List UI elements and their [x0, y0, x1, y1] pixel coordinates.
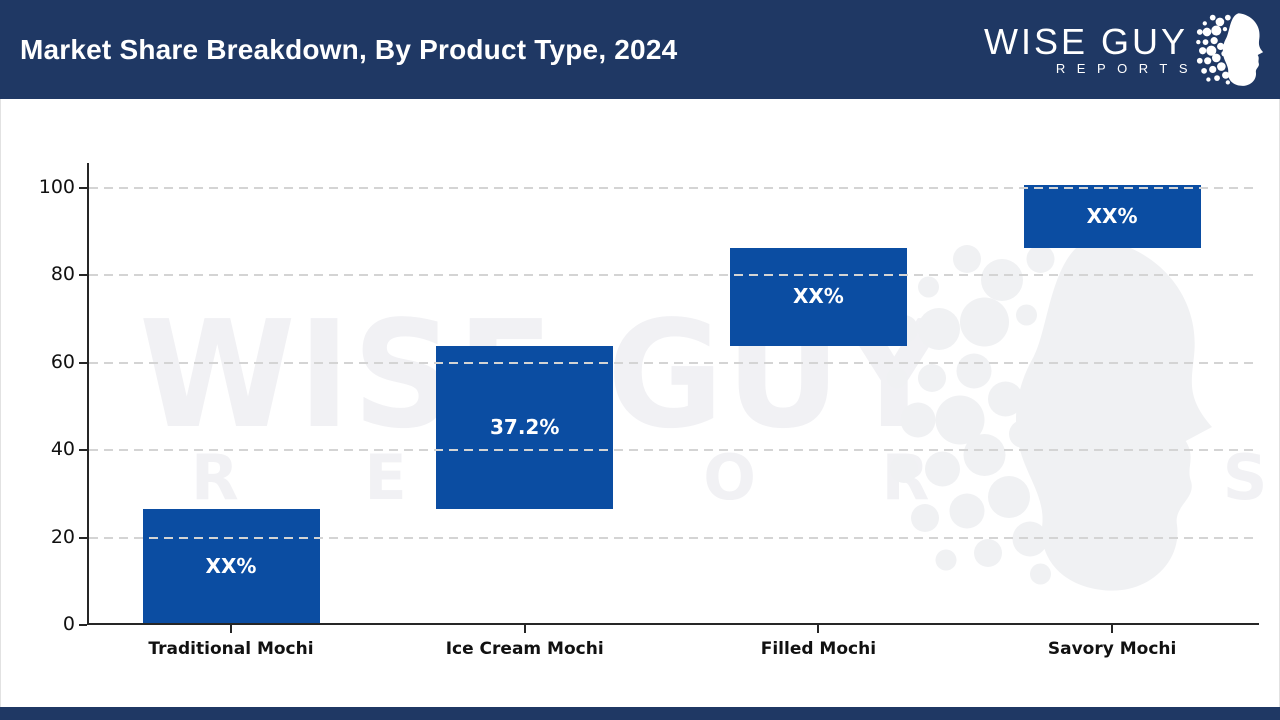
bar-traditional-mochi: [142, 509, 320, 625]
bar-value-label-filled-mochi: XX%: [792, 284, 844, 309]
page-title: Market Share Breakdown, By Product Type,…: [20, 33, 678, 65]
x-tick-mark-filled-mochi: [817, 625, 820, 633]
y-tick-mark-0: [79, 624, 87, 626]
y-tick-label-60: 60: [50, 350, 75, 373]
bar-value-label-traditional-mochi: XX%: [205, 554, 257, 579]
watermark-head-profile-icon: [876, 224, 1226, 609]
x-axis-line: [87, 623, 1259, 625]
logo-subtitle: REPORTS: [1055, 60, 1199, 76]
logo-wordmark: WISE GUY: [983, 20, 1188, 62]
chart-area: WISE GUY R E P O R T S 0 20 40 60 80 100 XX% Tr…: [0, 99, 1280, 707]
y-tick-label-20: 20: [50, 525, 75, 548]
header-bar: Market Share Breakdown, By Product Type,…: [0, 0, 1280, 99]
y-tick-mark-60: [79, 361, 87, 364]
x-tick-mark-traditional-mochi: [230, 625, 232, 633]
wise-guy-reports-logo: WISE GUY REPORTS: [984, 10, 1266, 90]
y-tick-mark-40: [79, 449, 87, 451]
y-tick-mark-100: [79, 186, 87, 189]
gridline-y-20: [89, 536, 1259, 539]
y-tick-mark-20: [79, 536, 87, 539]
dotted-head-profile-icon: [1194, 10, 1266, 90]
y-tick-label-0: 0: [62, 613, 75, 635]
gridline-y-60: [89, 361, 1259, 364]
bar-value-label-ice-cream-mochi: 37.2%: [489, 414, 560, 439]
x-tick-label-ice-cream-mochi: Ice Cream Mochi: [445, 639, 604, 659]
y-tick-label-100: 100: [38, 175, 75, 198]
x-tick-mark-savory-mochi: [1111, 625, 1114, 633]
bar-savory-mochi: [1023, 185, 1201, 248]
bar-ice-cream-mochi: [436, 346, 614, 510]
bar-value-label-savory-mochi: XX%: [1086, 203, 1138, 228]
y-axis-line: [87, 163, 89, 625]
gridline-y-40: [89, 449, 1259, 451]
gridline-y-100: [89, 186, 1259, 189]
y-tick-label-40: 40: [50, 438, 75, 460]
x-tick-label-traditional-mochi: Traditional Mochi: [148, 639, 314, 659]
x-tick-mark-ice-cream-mochi: [523, 625, 526, 633]
bar-filled-mochi: [729, 247, 907, 347]
y-tick-label-80: 80: [50, 263, 75, 285]
x-tick-label-filled-mochi: Filled Mochi: [760, 639, 877, 659]
y-tick-mark-80: [79, 274, 87, 276]
x-tick-label-savory-mochi: Savory Mochi: [1047, 639, 1177, 659]
gridline-y-80: [89, 274, 1259, 276]
logo-text: WISE GUY REPORTS: [983, 20, 1188, 77]
footer-bar: [0, 707, 1280, 720]
